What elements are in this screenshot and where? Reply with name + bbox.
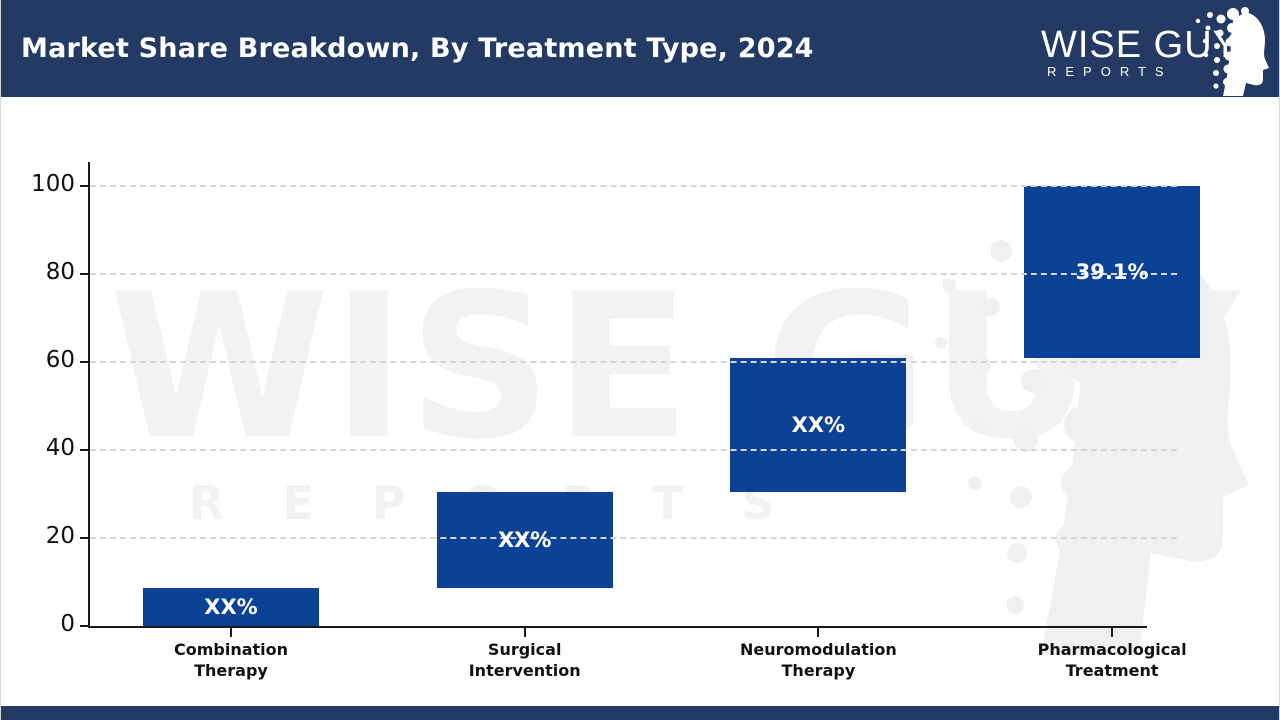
y-tick-label: 60 [45, 347, 75, 373]
logo-head-icon [1195, 7, 1269, 96]
gridline-40 [90, 449, 1177, 451]
bar-segment [143, 588, 319, 626]
x-axis-line [88, 626, 1147, 628]
bar-value-label: XX% [204, 595, 258, 619]
x-tick [524, 628, 526, 637]
gridline-20 [90, 537, 1177, 539]
logo-subtitle: REPORTS [1047, 64, 1173, 79]
x-tick [817, 628, 819, 637]
y-tick [80, 185, 89, 187]
x-category-label: Surgical Intervention [468, 640, 581, 680]
y-tick [80, 273, 89, 275]
x-category-label: Combination Therapy [173, 640, 289, 680]
bar-value-label: XX% [791, 413, 846, 437]
y-tick [80, 361, 89, 363]
y-tick-label: 0 [60, 611, 75, 637]
bar-value-label: 39.1% [1075, 260, 1149, 284]
bar-value-label: XX% [497, 528, 552, 552]
gridline-80 [90, 273, 1177, 275]
x-category-label: Pharmacological Treatment [1037, 640, 1187, 680]
gridline-60 [90, 361, 1177, 363]
gridline-100 [90, 185, 1177, 187]
x-tick [1111, 628, 1113, 637]
x-category-label: Neuromodulation Therapy [739, 640, 897, 680]
chart-title: Market Share Breakdown, By Treatment Typ… [21, 33, 814, 64]
y-axis-line [88, 162, 90, 628]
bar-segment [730, 358, 906, 492]
footer-bar [1, 706, 1279, 720]
y-tick-label: 100 [31, 171, 75, 197]
y-tick-label: 20 [45, 523, 75, 549]
y-tick [80, 537, 89, 539]
bar-segment [437, 492, 613, 588]
header-bar: Market Share Breakdown, By Treatment Typ… [1, 0, 1279, 97]
y-tick [80, 449, 89, 451]
y-tick [80, 625, 89, 627]
y-tick-label: 40 [45, 435, 75, 461]
x-tick [230, 628, 232, 637]
logo-wordmark: WISE GUY [1041, 24, 1240, 66]
plot-area: 0 20 40 60 80 100 XX% Combination Therapy XX% Sur… [1, 97, 1279, 706]
y-tick-label: 80 [45, 259, 75, 285]
wise-guy-logo: WISE GUY REPORTS [1013, 6, 1269, 96]
